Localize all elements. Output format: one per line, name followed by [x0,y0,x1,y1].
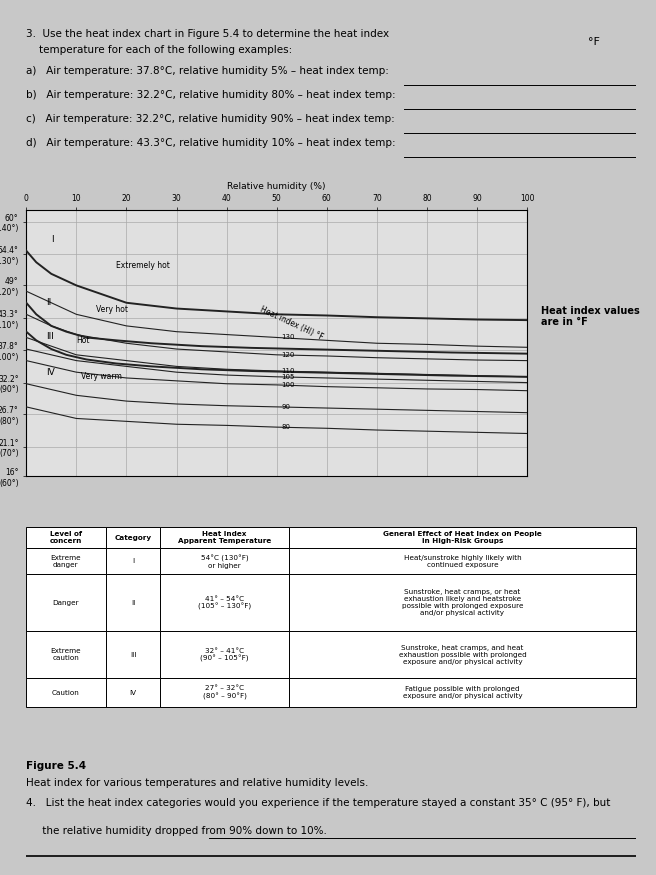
FancyBboxPatch shape [161,631,289,678]
X-axis label: Relative humidity (%): Relative humidity (%) [228,182,326,192]
Text: 32° – 41°C
(90° – 105°F): 32° – 41°C (90° – 105°F) [200,648,249,662]
FancyBboxPatch shape [26,549,106,575]
Text: Extreme
caution: Extreme caution [51,648,81,662]
Text: Heat index values
are in °F: Heat index values are in °F [541,306,640,327]
Text: c)   Air temperature: 32.2°C, relative humidity 90% – heat index temp:: c) Air temperature: 32.2°C, relative hum… [26,114,395,124]
Text: Heat Index
Apparent Temperature: Heat Index Apparent Temperature [178,531,271,544]
FancyBboxPatch shape [106,575,161,631]
Text: I: I [132,558,134,564]
FancyBboxPatch shape [26,528,106,549]
Text: 54°C (130°F)
or higher: 54°C (130°F) or higher [201,555,249,569]
FancyBboxPatch shape [289,575,636,631]
Text: Figure 5.4: Figure 5.4 [26,760,87,771]
Text: Very hot: Very hot [96,305,129,314]
Text: Very warm: Very warm [81,372,122,382]
Text: 105: 105 [281,374,295,380]
Text: 3.  Use the heat index chart in Figure 5.4 to determine the heat index: 3. Use the heat index chart in Figure 5.… [26,29,390,38]
Text: Sunstroke, heat cramps, and heat
exhaustion possible with prolonged
exposure and: Sunstroke, heat cramps, and heat exhaust… [399,645,526,665]
Text: Sunstroke, heat cramps, or heat
exhaustion likely and heatstroke
possible with p: Sunstroke, heat cramps, or heat exhausti… [401,590,523,616]
Text: II: II [47,298,52,307]
Text: Heat index (HI) °F: Heat index (HI) °F [258,304,325,341]
Text: Caution: Caution [52,690,80,696]
Text: Category: Category [114,535,152,541]
Text: 4.   List the heat index categories would you experience if the temperature stay: 4. List the heat index categories would … [26,798,611,808]
Text: Heat/sunstroke highly likely with
continued exposure: Heat/sunstroke highly likely with contin… [403,555,522,568]
FancyBboxPatch shape [161,575,289,631]
Text: 100: 100 [281,382,295,388]
Text: 27° – 32°C
(80° – 90°F): 27° – 32°C (80° – 90°F) [203,685,247,700]
FancyBboxPatch shape [26,678,106,707]
FancyBboxPatch shape [289,528,636,549]
FancyBboxPatch shape [106,678,161,707]
Text: General Effect of Heat Index on People
in High-Risk Groups: General Effect of Heat Index on People i… [383,531,542,544]
Text: Extremely hot: Extremely hot [116,261,171,270]
FancyBboxPatch shape [106,631,161,678]
Text: IV: IV [47,368,55,376]
Text: 80: 80 [281,424,291,430]
FancyBboxPatch shape [106,549,161,575]
FancyBboxPatch shape [161,549,289,575]
Text: b)   Air temperature: 32.2°C, relative humidity 80% – heat index temp:: b) Air temperature: 32.2°C, relative hum… [26,90,396,100]
Text: 110: 110 [281,368,295,374]
FancyBboxPatch shape [26,631,106,678]
Text: IV: IV [129,690,136,696]
Text: 41° – 54°C
(105° – 130°F): 41° – 54°C (105° – 130°F) [198,596,251,610]
FancyBboxPatch shape [106,528,161,549]
Text: a)   Air temperature: 37.8°C, relative humidity 5% – heat index temp:: a) Air temperature: 37.8°C, relative hum… [26,66,389,76]
Text: II: II [131,600,135,605]
Text: I: I [51,234,54,243]
FancyBboxPatch shape [289,631,636,678]
Text: temperature for each of the following examples:: temperature for each of the following ex… [26,45,293,55]
Text: the relative humidity dropped from 90% down to 10%.: the relative humidity dropped from 90% d… [26,826,327,836]
FancyBboxPatch shape [289,549,636,575]
Text: III: III [47,332,54,340]
FancyBboxPatch shape [26,575,106,631]
Text: 120: 120 [281,352,295,358]
Text: °F: °F [588,37,600,47]
FancyBboxPatch shape [161,528,289,549]
Text: III: III [130,652,136,658]
Text: Level of
concern: Level of concern [50,531,82,544]
Text: 130: 130 [281,334,295,340]
Text: Fatigue possible with prolonged
exposure and/or physical activity: Fatigue possible with prolonged exposure… [403,686,522,699]
Text: Extreme
danger: Extreme danger [51,555,81,568]
Text: Heat index for various temperatures and relative humidity levels.: Heat index for various temperatures and … [26,778,369,788]
Text: Danger: Danger [52,600,79,605]
FancyBboxPatch shape [161,678,289,707]
FancyBboxPatch shape [289,678,636,707]
Text: d)   Air temperature: 43.3°C, relative humidity 10% – heat index temp:: d) Air temperature: 43.3°C, relative hum… [26,138,396,148]
Text: Hot: Hot [76,336,90,345]
Text: 90: 90 [281,404,291,410]
